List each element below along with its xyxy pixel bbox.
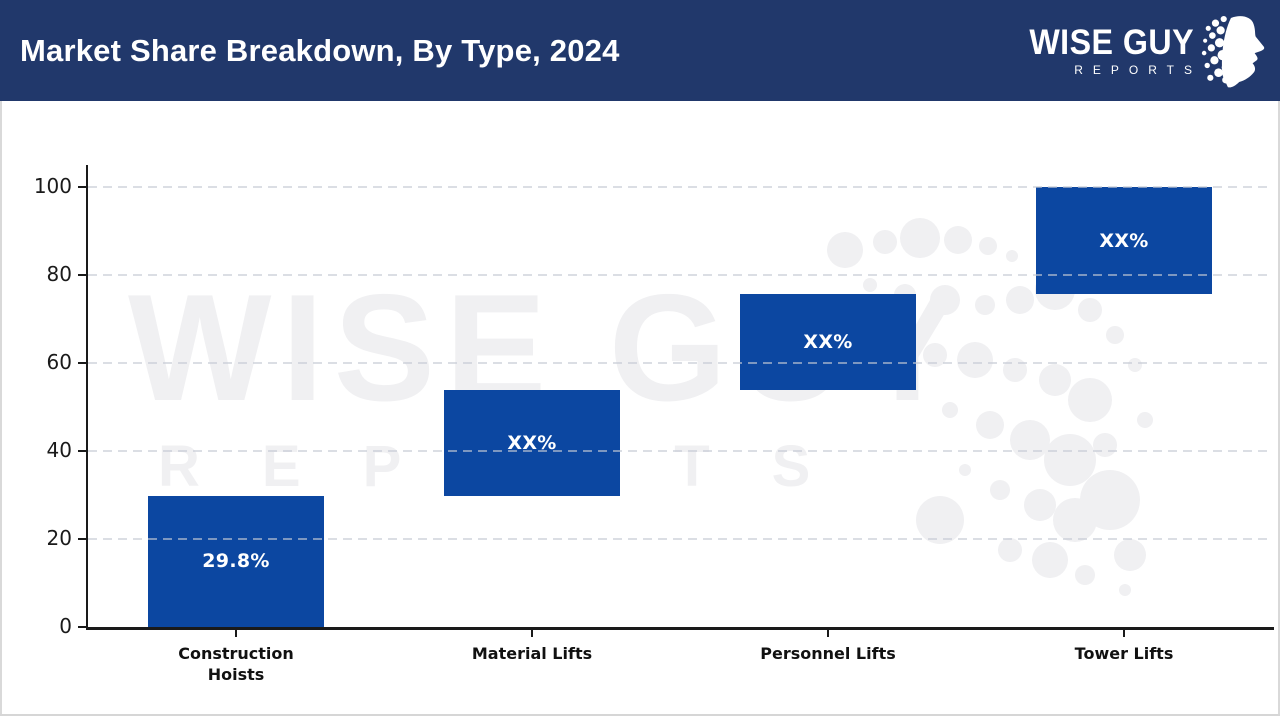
- logo-subtitle: REPORTS: [1074, 63, 1202, 77]
- logo-head-icon: [1201, 15, 1265, 87]
- bar-personnel-lifts: XX%: [740, 294, 916, 391]
- chart-plot-area: 0 20 40 60 80 100 29.8% XX% XX% XX% Construction H…: [34, 165, 1274, 684]
- x-tick-3: [1123, 630, 1125, 637]
- content-frame: [0, 101, 1280, 715]
- logo-wordmark: WISE GUY: [1029, 23, 1194, 62]
- gridline-60: [88, 362, 1272, 364]
- y-axis-tick-label: 0: [59, 614, 72, 638]
- y-axis-tick-label: 100: [33, 174, 72, 198]
- y-tick-40: [78, 450, 88, 452]
- header-band: Market Share Breakdown, By Type, 2024 WI…: [0, 0, 1280, 101]
- bar-value-label: XX%: [803, 331, 853, 354]
- bar-value-label: XX%: [1099, 229, 1149, 252]
- y-axis-tick-label: 80: [46, 262, 72, 286]
- x-axis-line: [86, 627, 1274, 630]
- x-axis-category-label: Material Lifts: [471, 644, 593, 663]
- bar-value-label: XX%: [507, 432, 557, 455]
- y-tick-0: [78, 626, 88, 628]
- watermark-head-icon: [827, 218, 1153, 596]
- x-axis-category-label: Personnel Lifts: [760, 644, 896, 663]
- y-axis-tick-label: 20: [46, 526, 72, 550]
- x-tick-1: [531, 630, 533, 637]
- x-tick-2: [827, 630, 829, 637]
- bar-value-label: 29.8%: [202, 550, 270, 573]
- bar-tower-lifts: XX%: [1036, 187, 1212, 295]
- gridline-20: [88, 538, 1272, 540]
- brand-logo: WISE GUY REPORTS: [1015, 13, 1266, 89]
- bar-material-lifts: XX%: [444, 390, 620, 496]
- x-axis-category-label: Tower Lifts: [1074, 644, 1174, 663]
- page-title: Market Share Breakdown, By Type, 2024: [20, 32, 620, 68]
- gridline-40: [88, 450, 1272, 452]
- y-axis-tick-label: 60: [46, 350, 72, 374]
- y-tick-80: [78, 274, 88, 276]
- bar-construction-hoists: 29.8%: [148, 495, 324, 627]
- gridline-80: [88, 274, 1272, 276]
- y-axis-tick-label: 40: [46, 438, 72, 462]
- y-tick-100: [78, 186, 88, 188]
- gridline-100: [88, 186, 1272, 188]
- x-axis-category-label: Construction Hoists: [178, 644, 294, 684]
- y-tick-60: [78, 362, 88, 364]
- y-tick-20: [78, 538, 88, 540]
- y-axis-line: [86, 165, 88, 629]
- footer-divider: [0, 714, 1280, 716]
- x-tick-0: [235, 630, 237, 637]
